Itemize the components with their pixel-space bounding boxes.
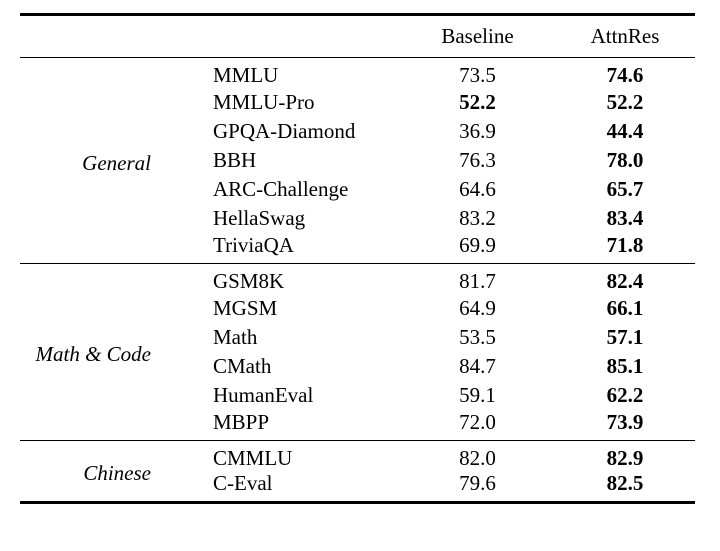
baseline-value: 36.9	[459, 119, 496, 143]
benchmark-name: HellaSwag	[213, 206, 306, 230]
benchmark-name: BBH	[213, 148, 257, 172]
benchmark-name: GSM8K	[213, 269, 285, 293]
attnres-value: 82.4	[606, 269, 644, 293]
benchmark-name: HumanEval	[213, 383, 314, 407]
benchmark-name: MGSM	[213, 296, 278, 320]
benchmark-name: Math	[213, 325, 258, 349]
baseline-value: 73.5	[459, 63, 496, 87]
baseline-value: 53.5	[459, 325, 496, 349]
attnres-value: 73.9	[606, 410, 644, 434]
attnres-value: 82.5	[606, 471, 644, 495]
group-label: Math & Code	[35, 342, 152, 366]
baseline-value: 83.2	[459, 206, 496, 230]
benchmark-name: MBPP	[213, 410, 270, 434]
table-row: MGSM 64.9 66.1	[20, 294, 695, 323]
group-chinese: Chinese CMMLU 82.0 82.9 C-Eval 79.6 82.5	[20, 440, 695, 503]
table-row: CMath 84.7 85.1	[20, 352, 695, 381]
benchmark-name: MMLU-Pro	[213, 90, 315, 114]
group-label: General	[82, 150, 151, 175]
header-row: Baseline AttnRes	[20, 14, 695, 58]
group-math-code: Math & Code GSM8K 81.7 82.4 MGSM 64.9 66.1 Math…	[20, 263, 695, 441]
table-row: TriviaQA 69.9 71.8	[20, 233, 695, 264]
table-row: Math 53.5 57.1	[20, 323, 695, 352]
benchmark-name: MMLU	[213, 63, 279, 87]
group-general: General MMLU 73.5 74.6 MMLU-Pro 52.2 52.2 GPQA-…	[20, 58, 695, 264]
benchmark-name: CMMLU	[213, 446, 293, 470]
attnres-value: 57.1	[606, 325, 644, 349]
table-row: ARC-Challenge 64.6 65.7	[20, 175, 695, 204]
attnres-value: 52.2	[606, 90, 644, 114]
table-row: Chinese CMMLU 82.0 82.9	[20, 441, 695, 485]
baseline-value: 64.6	[459, 177, 496, 201]
header-attnres: AttnRes	[555, 14, 695, 58]
header-benchmark-blank	[205, 14, 400, 58]
header-group-blank	[20, 14, 205, 58]
attnres-value: 65.7	[606, 177, 644, 201]
benchmark-name: GPQA-Diamond	[213, 119, 356, 143]
benchmark-name: CMath	[213, 354, 272, 378]
baseline-value: 72.0	[459, 410, 496, 434]
baseline-value: 81.7	[459, 269, 496, 293]
baseline-value: 59.1	[459, 383, 496, 407]
baseline-value: 76.3	[459, 148, 496, 172]
baseline-value: 79.6	[459, 471, 496, 495]
table-row: BBH 76.3 78.0	[20, 146, 695, 175]
table-row: C-Eval 79.6 82.5	[20, 471, 695, 503]
attnres-value: 44.4	[606, 119, 644, 143]
attnres-value: 74.6	[606, 63, 644, 87]
table-row: GPQA-Diamond 36.9 44.4	[20, 117, 695, 146]
attnres-value: 83.4	[606, 206, 644, 230]
attnres-value: 62.2	[606, 383, 644, 407]
results-table: Baseline AttnRes General MMLU 73.5 74.6 MMLU…	[20, 13, 695, 504]
baseline-value: 69.9	[459, 233, 496, 257]
baseline-value: 64.9	[459, 296, 496, 320]
baseline-value: 82.0	[459, 446, 496, 470]
attnres-value: 71.8	[606, 233, 644, 257]
baseline-value: 52.2	[459, 90, 496, 114]
header-baseline: Baseline	[400, 14, 555, 58]
attnres-value: 85.1	[606, 354, 644, 378]
table-row: MMLU-Pro 52.2 52.2	[20, 88, 695, 117]
attnres-value: 78.0	[606, 148, 644, 172]
attnres-value: 66.1	[606, 296, 644, 320]
table-row: HumanEval 59.1 62.2	[20, 381, 695, 410]
table-row: Math & Code GSM8K 81.7 82.4	[20, 264, 695, 366]
table-row: General MMLU 73.5 74.6	[20, 58, 695, 175]
table-row: MBPP 72.0 73.9	[20, 410, 695, 441]
benchmark-name: TriviaQA	[213, 233, 294, 257]
group-label: Chinese	[83, 461, 151, 485]
attnres-value: 82.9	[606, 446, 644, 470]
benchmark-name: C-Eval	[213, 471, 273, 495]
benchmark-name: ARC-Challenge	[213, 177, 349, 201]
table-row: HellaSwag 83.2 83.4	[20, 204, 695, 233]
baseline-value: 84.7	[459, 354, 496, 378]
